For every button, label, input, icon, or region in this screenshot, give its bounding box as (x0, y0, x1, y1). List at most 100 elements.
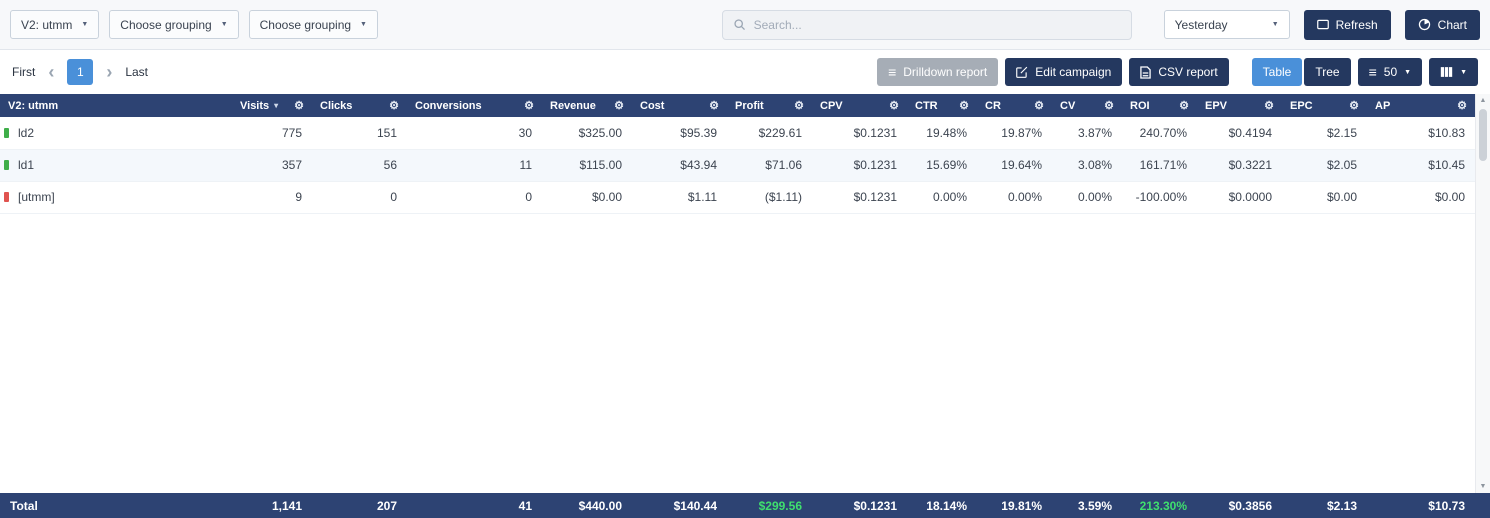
edit-campaign-button[interactable]: Edit campaign (1005, 58, 1123, 86)
cell-cr: 19.87% (977, 117, 1052, 150)
chevron-left-icon[interactable]: ‹ (48, 62, 55, 82)
vertical-scrollbar[interactable]: ▲ ▼ (1475, 94, 1490, 493)
grouping-1-value: Choose grouping (120, 17, 212, 32)
cell-conversions: 11 (407, 149, 542, 182)
column-header-epc[interactable]: EPC ⚙ (1282, 94, 1367, 117)
total-cost: $140.44 (673, 498, 717, 513)
row-name: ld1 (18, 158, 35, 172)
column-header-ctr[interactable]: CTR ⚙ (907, 94, 977, 117)
column-header-ap[interactable]: AP ⚙ (1367, 94, 1475, 117)
columns-dropdown[interactable]: ▼ (1429, 58, 1478, 86)
tree-view-button[interactable]: Tree (1304, 58, 1351, 86)
report-buttons: ≡ Drilldown report Edit campaign CSV rep… (877, 58, 1478, 86)
scroll-up-icon[interactable]: ▲ (1479, 97, 1487, 104)
date-range-dropdown[interactable]: Yesterday ▼ (1163, 10, 1290, 39)
report-actions-bar: First ‹ 1 › Last ≡ Drilldown report Edit… (0, 50, 1490, 94)
column-settings-icon[interactable]: ⚙ (709, 100, 719, 112)
pagination-first[interactable]: First (12, 65, 36, 79)
table-row[interactable]: ld1 357 56 11 $115.00 $43.94 $71.06 $0.1… (0, 149, 1475, 182)
column-header-cv[interactable]: CV ⚙ (1052, 94, 1122, 117)
cell-conversions: 0 (407, 181, 542, 214)
column-settings-icon[interactable]: ⚙ (524, 100, 534, 112)
search-input[interactable] (753, 17, 1121, 32)
pagination-last[interactable]: Last (125, 65, 149, 79)
column-header-profit[interactable]: Profit ⚙ (727, 94, 812, 117)
column-header-cr[interactable]: CR ⚙ (977, 94, 1052, 117)
table-row[interactable]: [utmm] 9 0 0 $0.00 $1.11 ($1.11) $0.1231… (0, 181, 1475, 214)
date-range-value: Yesterday (1174, 17, 1228, 32)
column-settings-icon[interactable]: ⚙ (794, 100, 804, 112)
chevron-right-icon[interactable]: › (106, 62, 113, 82)
cell-cpv: $0.1231 (812, 117, 907, 150)
cell-revenue: $325.00 (542, 117, 632, 150)
column-settings-icon[interactable]: ⚙ (1457, 100, 1467, 112)
total-revenue: $440.00 (578, 498, 622, 513)
cell-ap: $0.00 (1367, 181, 1475, 214)
csv-report-label: CSV report (1158, 65, 1218, 79)
v2-filter-value: V2: utmm (21, 17, 73, 32)
cell-epc: $2.05 (1282, 149, 1367, 182)
total-ctr: 18.14% (926, 498, 967, 513)
cell-conversions: 30 (407, 117, 542, 150)
column-settings-icon[interactable]: ⚙ (889, 100, 899, 112)
column-settings-icon[interactable]: ⚙ (1179, 100, 1189, 112)
column-settings-icon[interactable]: ⚙ (1264, 100, 1274, 112)
cell-revenue: $115.00 (542, 149, 632, 182)
column-label: Clicks (320, 99, 353, 112)
column-header-v2[interactable]: V2: utmm (0, 94, 232, 117)
cell-cpv: $0.1231 (812, 149, 907, 182)
report-table-area: V2: utmm Visits ▾ ⚙ Clicks ⚙ Conversions ⚙ R… (0, 94, 1490, 493)
column-settings-icon[interactable]: ⚙ (959, 100, 969, 112)
v2-filter-dropdown[interactable]: V2: utmm ▼ (10, 10, 100, 39)
column-label: V2: utmm (8, 99, 59, 112)
grouping-dropdown-1[interactable]: Choose grouping ▼ (109, 10, 239, 39)
total-clicks: 207 (376, 498, 397, 513)
column-header-revenue[interactable]: Revenue ⚙ (542, 94, 632, 117)
table-view-button[interactable]: Table (1251, 58, 1303, 86)
cell-revenue: $0.00 (542, 181, 632, 214)
column-settings-icon[interactable]: ⚙ (1349, 100, 1359, 112)
refresh-label: Refresh (1335, 17, 1378, 32)
table-row[interactable]: ld2 775 151 30 $325.00 $95.39 $229.61 $0… (0, 117, 1475, 150)
column-header-roi[interactable]: ROI ⚙ (1122, 94, 1197, 117)
cell-ap: $10.45 (1367, 149, 1475, 182)
search-box[interactable] (721, 9, 1132, 40)
sort-desc-icon[interactable]: ▾ (274, 101, 279, 110)
page-size-value: 50 (1383, 65, 1398, 79)
report-table: V2: utmm Visits ▾ ⚙ Clicks ⚙ Conversions ⚙ R… (0, 94, 1475, 214)
column-header-cost[interactable]: Cost ⚙ (632, 94, 727, 117)
column-settings-icon[interactable]: ⚙ (1034, 100, 1044, 112)
pagination-page-1[interactable]: 1 (67, 59, 94, 85)
column-settings-icon[interactable]: ⚙ (1104, 100, 1114, 112)
column-label: CPV (820, 99, 843, 112)
column-header-cpv[interactable]: CPV ⚙ (812, 94, 907, 117)
cell-profit: $229.61 (727, 117, 812, 150)
drilldown-report-button[interactable]: ≡ Drilldown report (877, 58, 999, 86)
status-indicator (4, 127, 9, 138)
csv-report-button[interactable]: CSV report (1129, 58, 1229, 86)
column-settings-icon[interactable]: ⚙ (389, 100, 399, 112)
column-header-conversions[interactable]: Conversions ⚙ (407, 94, 542, 117)
total-cr: 19.81% (1001, 498, 1042, 513)
column-header-clicks[interactable]: Clicks ⚙ (312, 94, 407, 117)
column-header-visits[interactable]: Visits ▾ ⚙ (232, 94, 312, 117)
cell-cr: 0.00% (977, 181, 1052, 214)
refresh-icon (1316, 19, 1329, 30)
grouping-dropdown-2[interactable]: Choose grouping ▼ (248, 10, 378, 39)
status-indicator (4, 192, 9, 202)
total-visits: 1,141 (271, 498, 302, 513)
scroll-down-icon[interactable]: ▼ (1479, 483, 1487, 490)
cell-roi: 240.70% (1122, 117, 1197, 150)
column-settings-icon[interactable]: ⚙ (294, 100, 304, 112)
page-size-dropdown[interactable]: ≡ 50 ▼ (1357, 58, 1423, 86)
column-header-epv[interactable]: EPV ⚙ (1197, 94, 1282, 117)
edit-pencil-icon (1016, 66, 1028, 78)
scrollbar-thumb[interactable] (1479, 109, 1487, 161)
column-settings-icon[interactable]: ⚙ (614, 100, 624, 112)
cell-epc: $2.15 (1282, 117, 1367, 150)
chart-button[interactable]: Chart (1404, 9, 1480, 40)
refresh-button[interactable]: Refresh (1303, 9, 1391, 40)
total-ap: $10.73 (1428, 498, 1465, 513)
total-roi: 213.30% (1139, 498, 1187, 513)
cell-epv: $0.3221 (1197, 149, 1282, 182)
